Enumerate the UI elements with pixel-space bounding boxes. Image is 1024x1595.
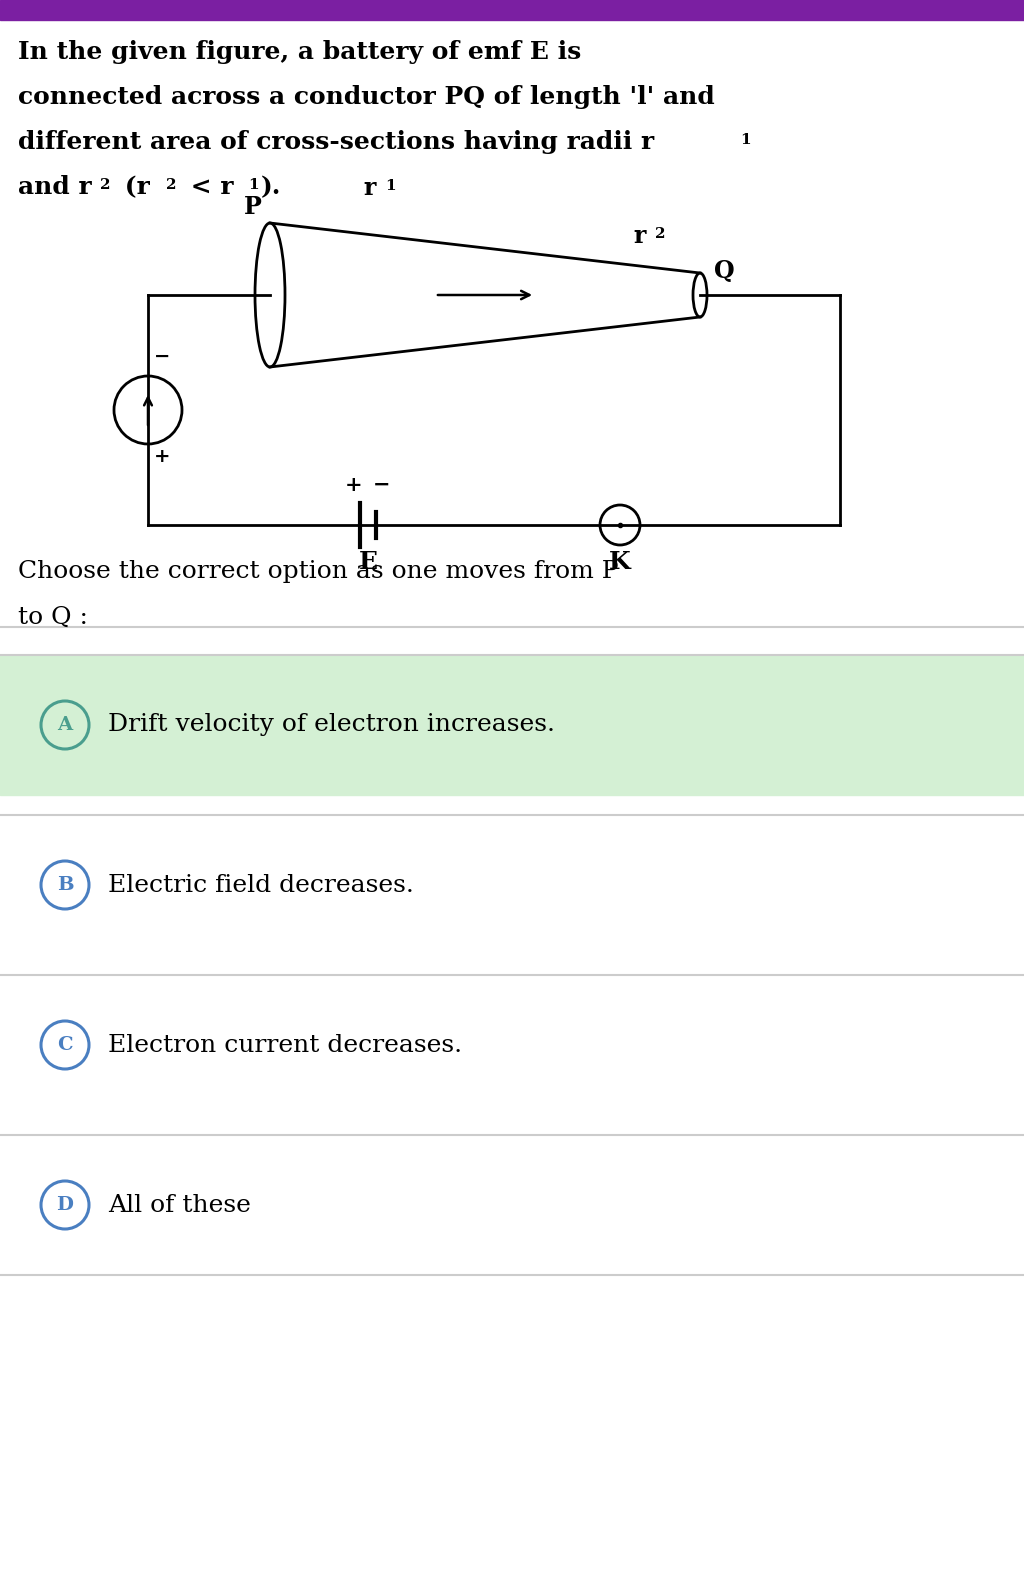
Text: r: r	[364, 175, 376, 199]
Text: r: r	[634, 223, 646, 247]
Text: 1: 1	[248, 179, 259, 191]
Text: Q: Q	[714, 258, 734, 282]
Text: 1: 1	[385, 179, 395, 193]
Text: different area of cross-sections having radii r: different area of cross-sections having …	[18, 131, 654, 155]
Bar	[0, 975, 1024, 1115]
Text: 1: 1	[740, 132, 751, 147]
Text: connected across a conductor PQ of length 'l' and: connected across a conductor PQ of lengt…	[18, 85, 715, 108]
Text: In the given figure, a battery of emf E is: In the given figure, a battery of emf E …	[18, 40, 582, 64]
Text: −: −	[154, 348, 170, 365]
Text: K: K	[609, 550, 631, 574]
Text: P: P	[244, 195, 262, 219]
Text: ).: ).	[261, 175, 282, 199]
Text: C: C	[57, 1037, 73, 1054]
Text: +: +	[345, 475, 362, 494]
Text: D: D	[56, 1196, 74, 1214]
Bar	[0, 0, 1024, 21]
Text: All of these: All of these	[108, 1193, 251, 1217]
Text: Electron current decreases.: Electron current decreases.	[108, 1034, 462, 1056]
Text: to Q :: to Q :	[18, 606, 88, 628]
Text: −: −	[374, 475, 391, 494]
Text: Electric field decreases.: Electric field decreases.	[108, 874, 414, 896]
Text: and r: and r	[18, 175, 91, 199]
Text: A: A	[57, 716, 73, 734]
Text: Drift velocity of electron increases.: Drift velocity of electron increases.	[108, 713, 555, 737]
Text: B: B	[56, 876, 74, 895]
Text: 2: 2	[655, 226, 666, 241]
Bar	[0, 656, 1024, 794]
Text: +: +	[154, 448, 170, 466]
Text: E: E	[358, 550, 378, 574]
Text: < r: < r	[182, 175, 233, 199]
Bar	[0, 815, 1024, 955]
Bar	[0, 1136, 1024, 1274]
Text: 2: 2	[100, 179, 111, 191]
Text: Choose the correct option as one moves from P: Choose the correct option as one moves f…	[18, 560, 618, 584]
Text: (r: (r	[116, 175, 150, 199]
Text: 2: 2	[166, 179, 176, 191]
